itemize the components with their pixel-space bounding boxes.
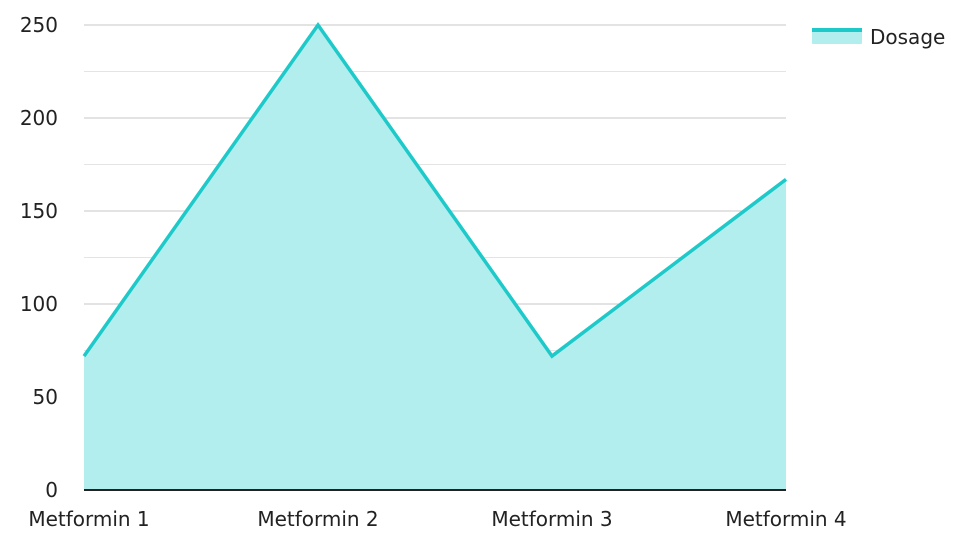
- legend-label: Dosage: [870, 25, 945, 49]
- y-tick-label: 100: [20, 292, 58, 316]
- y-tick-labels: 0 50 100 150 200 250: [20, 13, 58, 502]
- series-layer: [84, 25, 786, 490]
- x-tick-labels: Metformin 1 Metformin 2 Metformin 3 Metform…: [28, 507, 846, 531]
- y-tick-label: 150: [20, 199, 58, 223]
- x-tick-label: Metformin 4: [725, 507, 846, 531]
- legend: Dosage: [812, 25, 945, 49]
- x-tick-label: Metformin 3: [491, 507, 612, 531]
- x-tick-label: Metformin 2: [257, 507, 378, 531]
- legend-swatch: [812, 30, 862, 44]
- x-tick-label: Metformin 1: [28, 507, 149, 531]
- y-tick-label: 50: [33, 385, 58, 409]
- y-tick-label: 250: [20, 13, 58, 37]
- y-tick-label: 200: [20, 106, 58, 130]
- y-tick-label: 0: [45, 478, 58, 502]
